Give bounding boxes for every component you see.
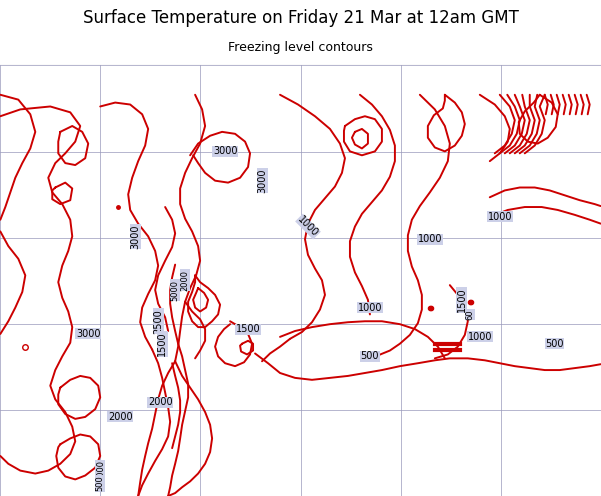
Text: 1500: 1500 xyxy=(157,331,167,356)
Text: 2500: 2500 xyxy=(153,309,163,334)
Text: 1000: 1000 xyxy=(468,332,492,342)
Text: 500: 500 xyxy=(546,339,564,349)
Text: 3000: 3000 xyxy=(257,169,267,193)
Text: Freezing level contours: Freezing level contours xyxy=(228,41,373,54)
Text: 1000: 1000 xyxy=(296,214,320,239)
Text: 1000: 1000 xyxy=(487,212,512,222)
Text: 60: 60 xyxy=(465,309,474,320)
Text: 1000: 1000 xyxy=(418,234,442,244)
Text: 1000: 1000 xyxy=(96,460,105,481)
Text: 3000: 3000 xyxy=(130,224,140,248)
Text: 1500: 1500 xyxy=(457,288,467,312)
Text: 500: 500 xyxy=(361,351,379,362)
Text: Surface Temperature on Friday 21 Mar at 12am GMT: Surface Temperature on Friday 21 Mar at … xyxy=(82,9,519,27)
Text: 3000: 3000 xyxy=(213,146,237,156)
Text: 2000: 2000 xyxy=(108,412,132,422)
Text: 2000: 2000 xyxy=(181,270,190,291)
Text: 1000: 1000 xyxy=(358,303,382,312)
Text: 5000: 5000 xyxy=(171,280,180,301)
Text: 2000: 2000 xyxy=(148,397,172,407)
Text: 3000: 3000 xyxy=(76,329,100,339)
Text: 500: 500 xyxy=(96,476,105,491)
Text: 1500: 1500 xyxy=(236,324,260,334)
